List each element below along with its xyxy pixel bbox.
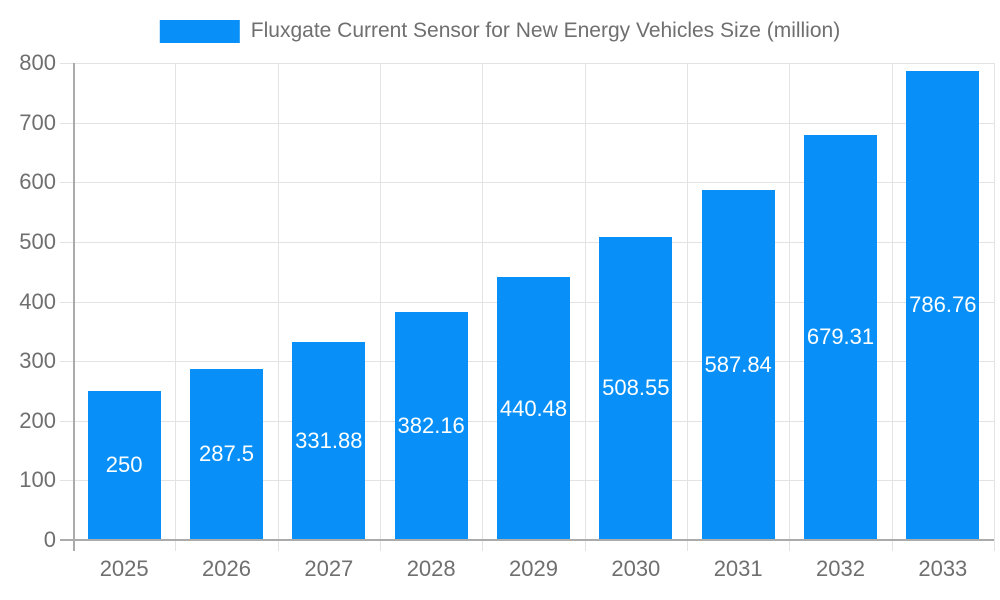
x-tick-label: 2032 — [816, 556, 865, 581]
x-tick-mark — [175, 540, 177, 551]
bar-value-label: 786.76 — [909, 292, 977, 318]
y-tick-label: 400 — [19, 288, 56, 314]
bar-value-label: 287.5 — [198, 441, 255, 467]
x-tick-label: 2029 — [509, 556, 558, 581]
bar-value-label: 382.16 — [397, 413, 465, 439]
y-gridline — [73, 241, 994, 243]
y-axis-line — [73, 63, 75, 551]
x-tick-mark — [891, 540, 893, 551]
bar-value-label: 508.55 — [602, 375, 670, 401]
x-tick-mark — [277, 540, 279, 551]
y-tick-label: 700 — [19, 109, 56, 135]
x-gridline — [687, 63, 688, 540]
x-gridline — [584, 63, 586, 540]
x-gridline — [994, 63, 995, 540]
y-tick-mark — [60, 122, 73, 124]
x-gridline — [380, 63, 381, 540]
y-tick-mark — [60, 480, 73, 482]
legend-label: Fluxgate Current Sensor for New Energy V… — [250, 19, 841, 42]
bar[interactable]: 786.76 — [906, 70, 980, 540]
y-tick-label: 600 — [19, 169, 56, 195]
y-tick-label: 200 — [19, 407, 56, 433]
y-tick-mark — [60, 420, 73, 422]
x-tick-mark — [994, 540, 995, 551]
x-axis-line — [60, 539, 994, 541]
x-tick-label: 2026 — [202, 556, 251, 581]
bar[interactable]: 587.84 — [701, 189, 775, 540]
y-tick-label: 800 — [19, 50, 56, 75]
y-tick-mark — [60, 182, 73, 184]
x-gridline — [482, 63, 484, 540]
x-tick-label: 2030 — [611, 556, 661, 581]
y-tick-mark — [60, 63, 73, 64]
y-gridline — [73, 122, 994, 124]
legend-swatch-icon — [159, 19, 240, 43]
x-tick-label: 2031 — [713, 556, 763, 581]
bar[interactable]: 440.48 — [497, 277, 570, 540]
x-gridline — [891, 63, 893, 540]
x-tick-mark — [380, 540, 381, 551]
bar[interactable]: 287.5 — [190, 368, 263, 540]
x-tick-mark — [687, 540, 688, 551]
x-tick-mark — [789, 540, 791, 551]
bar-value-label: 440.48 — [499, 395, 568, 421]
legend-item[interactable]: Fluxgate Current Sensor for New Energy V… — [159, 19, 841, 43]
y-tick-label: 300 — [19, 348, 56, 374]
y-gridline — [73, 63, 994, 64]
bar-value-label: 679.31 — [806, 324, 875, 350]
x-gridline — [789, 63, 791, 540]
bar-value-label: 250 — [105, 452, 143, 478]
x-gridline — [277, 63, 279, 540]
y-gridline — [73, 182, 994, 184]
y-tick-mark — [60, 301, 73, 303]
x-gridline — [175, 63, 177, 540]
bar[interactable]: 331.88 — [292, 342, 366, 540]
y-tick-label: 100 — [19, 467, 56, 493]
y-tick-label: 500 — [19, 228, 56, 254]
x-tick-label: 2027 — [304, 556, 354, 581]
y-tick-mark — [60, 241, 73, 243]
bar-value-label: 331.88 — [295, 428, 363, 454]
y-tick-mark — [60, 361, 73, 363]
bar[interactable]: 382.16 — [394, 312, 468, 540]
bar[interactable]: 508.55 — [599, 236, 673, 540]
y-tick-label: 0 — [43, 527, 56, 552]
x-tick-label: 2028 — [406, 556, 456, 581]
x-tick-label: 2025 — [99, 556, 149, 581]
bar[interactable]: 250 — [87, 390, 161, 540]
bar[interactable]: 679.31 — [804, 134, 877, 540]
x-tick-mark — [584, 540, 586, 551]
x-tick-label: 2033 — [918, 556, 968, 581]
bar-value-label: 587.84 — [704, 351, 772, 377]
x-tick-mark — [482, 540, 484, 551]
